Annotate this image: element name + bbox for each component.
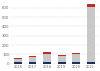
Bar <box>72 54 80 62</box>
Bar <box>72 62 80 64</box>
Bar <box>58 55 66 56</box>
Bar <box>87 7 95 62</box>
Bar <box>14 62 22 64</box>
Bar <box>58 62 66 64</box>
Bar <box>43 52 51 54</box>
Bar <box>14 59 22 62</box>
Bar <box>43 62 51 64</box>
Bar <box>87 62 95 64</box>
Bar <box>87 4 95 7</box>
Bar <box>72 53 80 54</box>
Bar <box>28 56 36 57</box>
Bar <box>28 57 36 62</box>
Bar <box>43 54 51 62</box>
Bar <box>58 56 66 62</box>
Bar <box>14 58 22 59</box>
Bar <box>28 62 36 64</box>
